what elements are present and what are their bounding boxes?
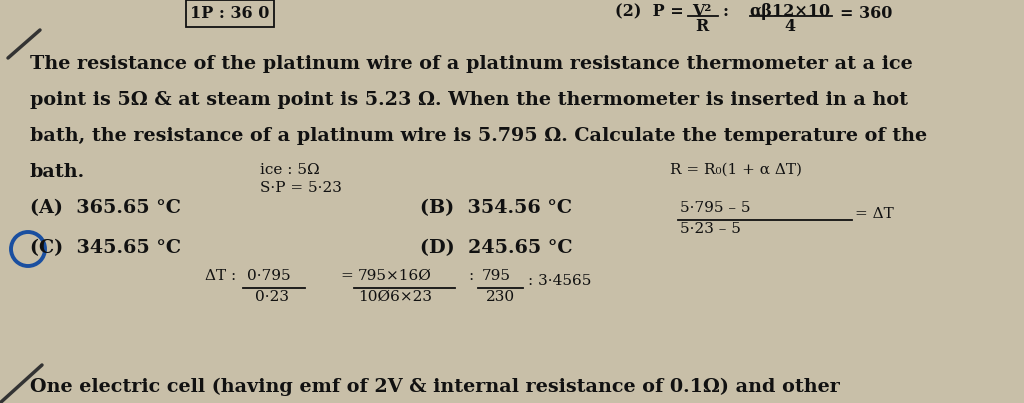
Text: =: =: [340, 269, 352, 283]
Text: αβ12×10: αβ12×10: [750, 3, 830, 20]
Text: 795×16Ø: 795×16Ø: [358, 269, 432, 283]
Text: V²: V²: [692, 3, 712, 20]
Text: point is 5Ω & at steam point is 5.23 Ω. When the thermometer is inserted in a ho: point is 5Ω & at steam point is 5.23 Ω. …: [30, 91, 908, 109]
Text: :: :: [722, 3, 728, 20]
Text: 1P : 36 0: 1P : 36 0: [190, 5, 269, 22]
Text: S·P = 5·23: S·P = 5·23: [260, 181, 342, 195]
Text: R: R: [695, 18, 709, 35]
Text: R = R₀(1 + α ΔT): R = R₀(1 + α ΔT): [670, 163, 802, 177]
Text: = ΔT: = ΔT: [855, 207, 894, 221]
Text: :: :: [468, 269, 473, 283]
Text: 0·23: 0·23: [255, 290, 289, 304]
Text: 5·23 – 5: 5·23 – 5: [680, 222, 741, 236]
Text: (B)  354.56 °C: (B) 354.56 °C: [420, 199, 572, 217]
Text: 795: 795: [482, 269, 511, 283]
Text: : 3·4565: : 3·4565: [528, 274, 592, 288]
Text: ΔT :: ΔT :: [205, 269, 237, 283]
Text: (2)  P =: (2) P =: [615, 3, 684, 20]
Text: (A)  365.65 °C: (A) 365.65 °C: [30, 199, 181, 217]
Text: 230: 230: [486, 290, 515, 304]
Text: bath, the resistance of a platinum wire is 5.795 Ω. Calculate the temperature of: bath, the resistance of a platinum wire …: [30, 127, 927, 145]
Text: (D)  245.65 °C: (D) 245.65 °C: [420, 239, 572, 257]
Text: One electric cell (having emf of 2V & internal resistance of 0.1Ω) and other: One electric cell (having emf of 2V & in…: [30, 378, 840, 396]
Text: 5·795 – 5: 5·795 – 5: [680, 201, 751, 215]
Text: 0·795: 0·795: [247, 269, 291, 283]
Text: ice : 5Ω: ice : 5Ω: [260, 163, 319, 177]
Text: 4: 4: [784, 18, 796, 35]
Text: The resistance of the platinum wire of a platinum resistance thermometer at a ic: The resistance of the platinum wire of a…: [30, 55, 912, 73]
Text: = 360: = 360: [840, 5, 892, 22]
Text: (C)  345.65 °C: (C) 345.65 °C: [30, 239, 181, 257]
Text: bath.: bath.: [30, 163, 85, 181]
Text: 10Ø6×23: 10Ø6×23: [358, 290, 432, 304]
